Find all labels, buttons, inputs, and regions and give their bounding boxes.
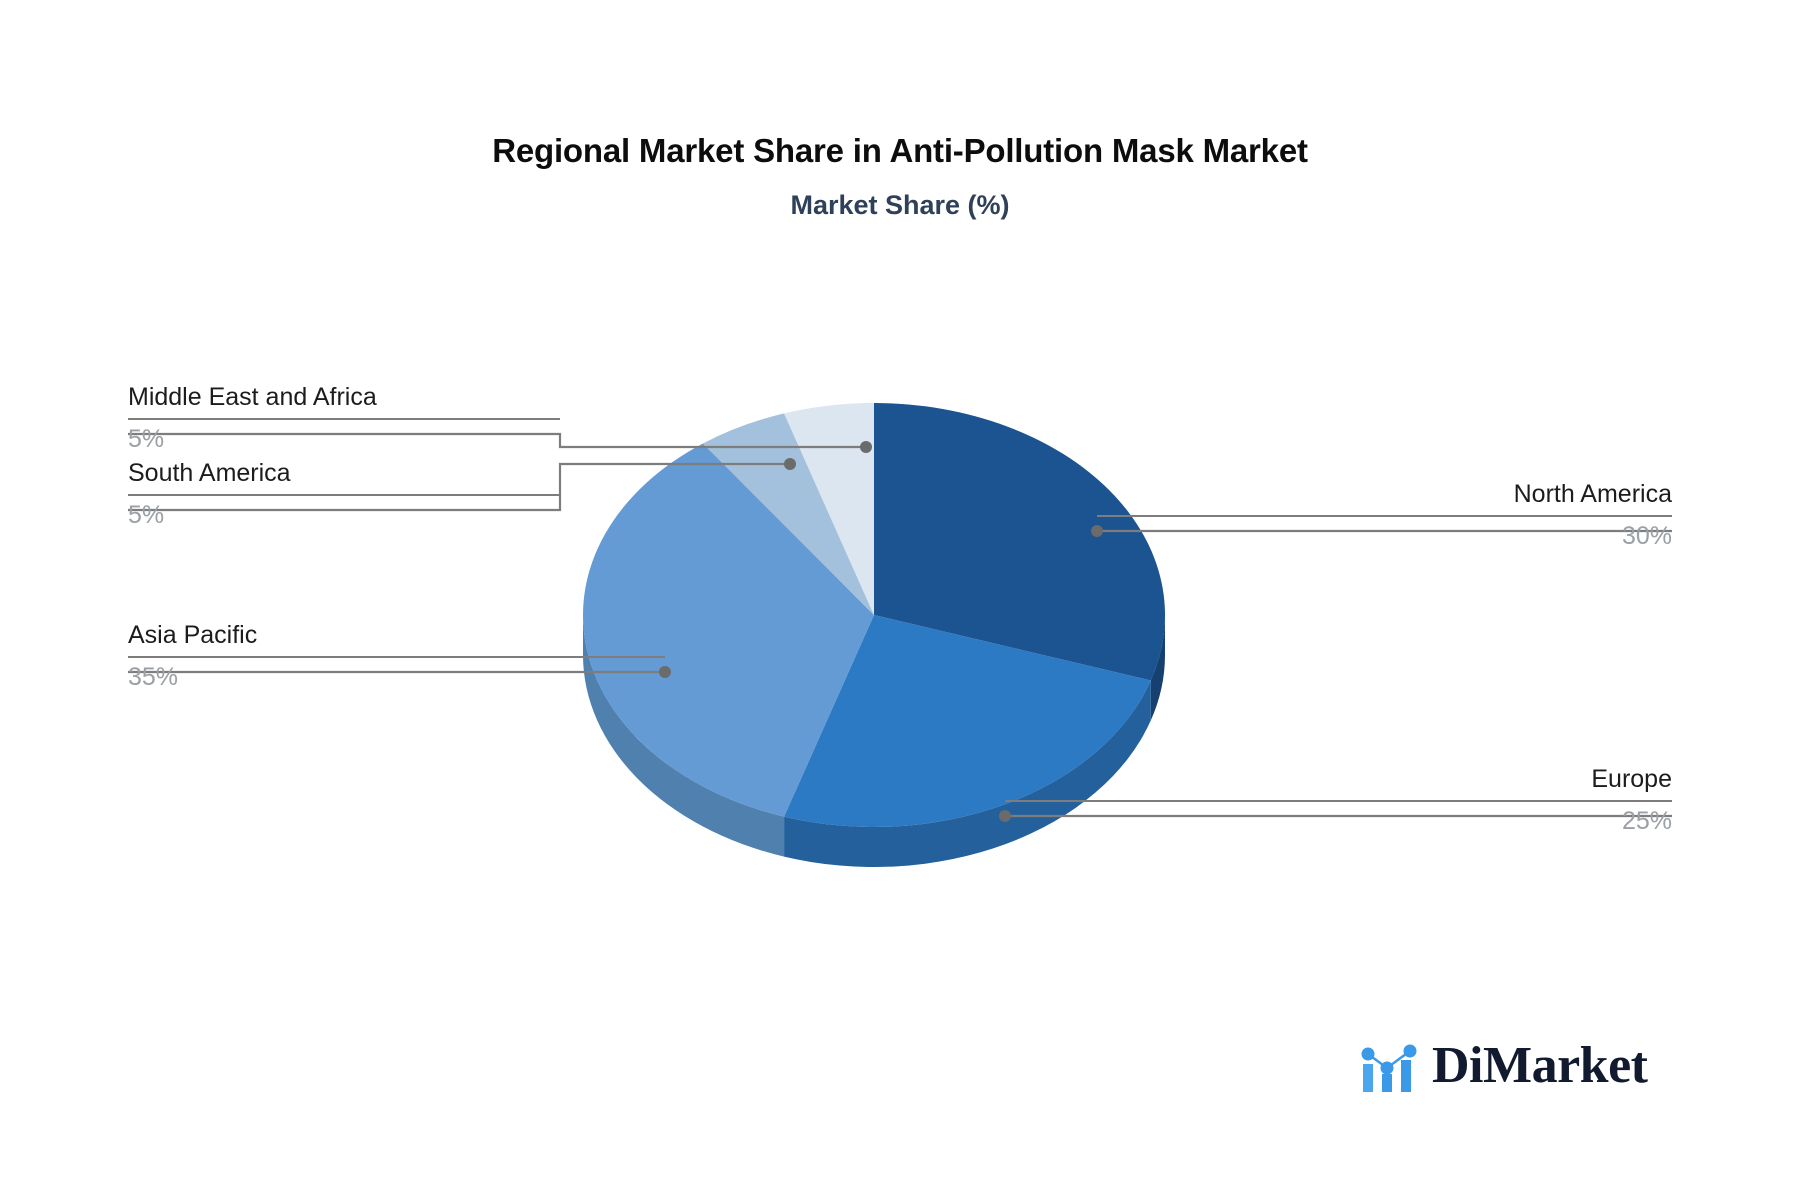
pie-slices-group (583, 403, 1166, 827)
pie-slice-side-europe (784, 680, 1151, 867)
callout-label-north-america: North America (1513, 480, 1672, 508)
pie-chart-svg (583, 403, 1166, 867)
callout-rule (128, 656, 665, 658)
callout-label-europe: Europe (1591, 765, 1672, 793)
pie-slice-north-america[interactable] (874, 403, 1166, 681)
callout-label-south-america: South America (128, 459, 291, 487)
callout-label-asia-pacific: Asia Pacific (128, 621, 258, 649)
brand-logo: DiMarket (1360, 1037, 1648, 1094)
pie-chart (571, 370, 1231, 930)
callout-middle-east-and-africa: Middle East and Africa 5% (128, 380, 560, 456)
callout-rule (128, 418, 560, 420)
callout-rule (128, 494, 560, 496)
brand-name: DiMarket (1432, 1037, 1648, 1094)
callout-south-america: South America 5% (128, 456, 560, 532)
chart-title: Regional Market Share in Anti-Pollution … (492, 132, 1308, 169)
callout-value-south-america: 5% (128, 501, 165, 529)
callout-label-middle-east-and-africa: Middle East and Africa (128, 383, 377, 411)
bar-chart-icon (1361, 1044, 1417, 1092)
callout-north-america: North America 30% (1097, 477, 1672, 553)
callout-value-middle-east-and-africa: 5% (128, 425, 165, 453)
pie-slice-side-north-america (1150, 615, 1165, 721)
callout-rule (1097, 515, 1672, 517)
chart-subtitle: Market Share (%) (790, 190, 1010, 220)
pie-depth-group (583, 615, 1165, 867)
callout-asia-pacific: Asia Pacific 35% (128, 618, 665, 694)
callout-value-asia-pacific: 35% (128, 663, 179, 691)
callout-value-europe: 25% (1621, 807, 1672, 835)
callout-value-north-america: 30% (1621, 522, 1672, 550)
pie-slice-middle-east-and-africa[interactable] (784, 403, 874, 615)
callout-europe: Europe 25% (1005, 762, 1672, 838)
pie-slice-side-asia-pacific (583, 615, 785, 857)
pie-slice-asia-pacific[interactable] (583, 443, 874, 817)
pie-slice-europe[interactable] (784, 615, 1151, 827)
callout-rule (1005, 800, 1672, 802)
